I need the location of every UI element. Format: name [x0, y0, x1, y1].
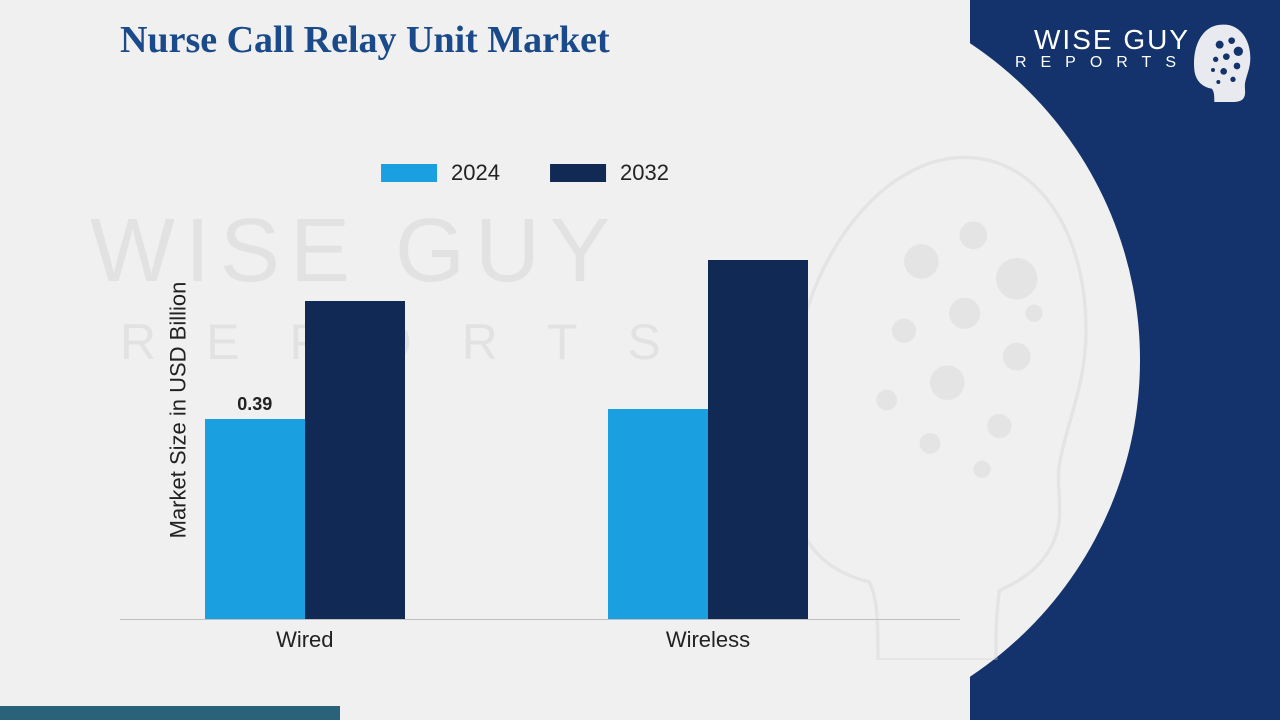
legend-label-2024: 2024 — [451, 160, 500, 186]
bar-wireless-2032 — [708, 260, 808, 619]
bar-group-wired: 0.39 Wired — [205, 301, 405, 619]
bar-wired-2032 — [305, 301, 405, 619]
bar-wireless-2024 — [608, 409, 708, 619]
brand-line1: WISE GUY — [1015, 24, 1190, 56]
bar-chart: Market Size in USD Billion 2024 2032 0.3… — [90, 160, 960, 660]
legend-swatch-2032 — [550, 164, 606, 182]
legend-item-2032: 2032 — [550, 160, 669, 186]
chart-title: Nurse Call Relay Unit Market — [120, 18, 610, 62]
bottom-accent-strip — [0, 706, 340, 720]
x-label-wireless: Wireless — [666, 627, 750, 653]
bar-wired-2024: 0.39 — [205, 419, 305, 619]
plot-area: 0.39 Wired Wireless — [120, 210, 960, 620]
legend-item-2024: 2024 — [381, 160, 500, 186]
legend-label-2032: 2032 — [620, 160, 669, 186]
infographic-canvas: WISE GUY REPORTS Nurse Call Relay Unit M… — [0, 0, 1280, 720]
legend-swatch-2024 — [381, 164, 437, 182]
chart-legend: 2024 2032 — [381, 160, 669, 186]
brand-line2: REPORTS — [1015, 54, 1190, 72]
bar-group-wireless: Wireless — [608, 260, 808, 619]
x-label-wired: Wired — [276, 627, 333, 653]
brand-logo: WISE GUY REPORTS — [1015, 24, 1250, 72]
bar-value-label: 0.39 — [237, 394, 272, 415]
